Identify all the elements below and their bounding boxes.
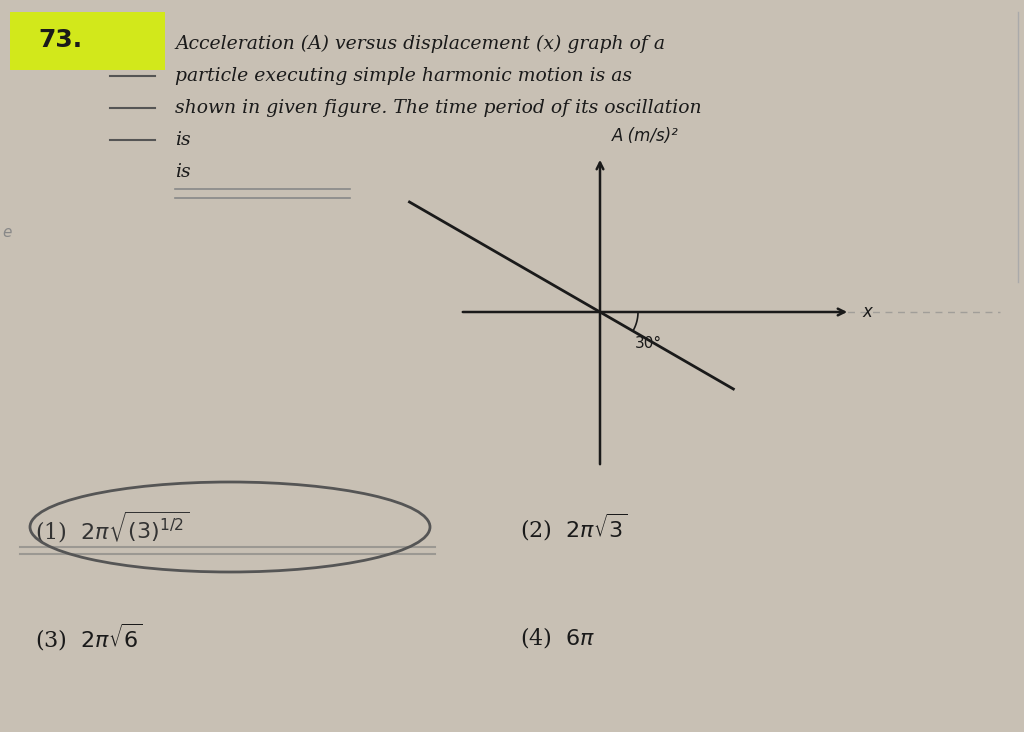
Text: particle executing simple harmonic motion is as: particle executing simple harmonic motio…	[175, 67, 632, 85]
Text: (2)  $2\pi\sqrt{3}$: (2) $2\pi\sqrt{3}$	[520, 512, 628, 542]
Text: Acceleration (A) versus displacement (x) graph of a: Acceleration (A) versus displacement (x)…	[175, 35, 665, 53]
Text: A (m/s)²: A (m/s)²	[612, 127, 679, 145]
Text: is: is	[175, 163, 190, 181]
Text: is: is	[175, 131, 190, 149]
FancyBboxPatch shape	[10, 12, 165, 70]
Text: 30°: 30°	[635, 337, 663, 351]
Text: 73.: 73.	[38, 28, 82, 52]
Text: e: e	[2, 225, 11, 239]
Text: (3)  $2\pi\sqrt{6}$: (3) $2\pi\sqrt{6}$	[35, 621, 142, 653]
Text: (4)  $6\pi$: (4) $6\pi$	[520, 624, 596, 649]
Text: shown in given figure. The time period of its oscillation: shown in given figure. The time period o…	[175, 99, 701, 117]
Text: x: x	[862, 303, 871, 321]
Text: (1)  $2\pi\sqrt{(3)^{1/2}}$: (1) $2\pi\sqrt{(3)^{1/2}}$	[35, 509, 189, 545]
